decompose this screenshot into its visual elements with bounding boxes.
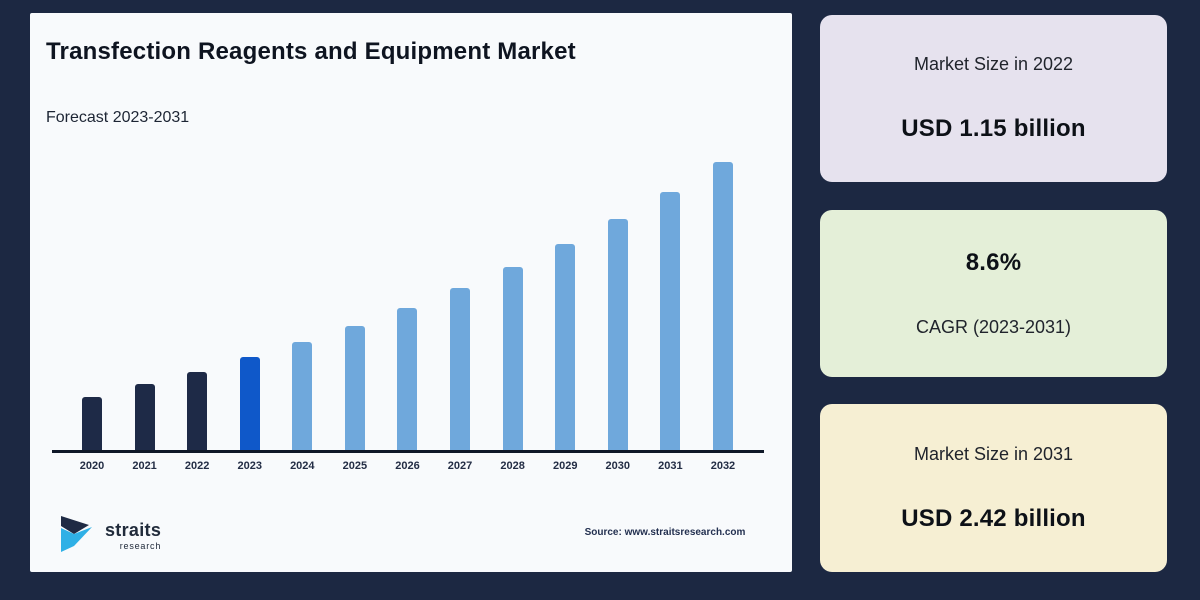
- logo-wordmark: straits research: [105, 521, 161, 551]
- x-axis-labels: 2020 2021 2022 2023 2024 2025 2026 2027 2028 2029…: [30, 460, 792, 476]
- stat-label-cagr: CAGR (2023-2031): [915, 317, 1072, 337]
- x-axis-label-2024: 2024: [290, 460, 315, 472]
- x-axis-label-2025: 2025: [342, 460, 368, 472]
- bar-2032: [712, 162, 733, 451]
- bar-2022: [187, 372, 208, 451]
- bar-2026: [397, 308, 418, 451]
- bar-2020: [82, 397, 102, 451]
- bar-2031: [660, 192, 681, 451]
- x-axis-label-2023: 2023: [237, 460, 262, 472]
- x-axis-label-2030: 2030: [605, 460, 631, 472]
- chart-card: Transfection Reagents and Equipment Mark…: [30, 13, 792, 572]
- bar-2028: [502, 267, 523, 451]
- straits-logo: straits research: [58, 513, 161, 558]
- stat-label-2031: Market Size in 2031: [913, 443, 1074, 464]
- logo-name-text: straits: [105, 519, 162, 540]
- bar-2025: [344, 326, 365, 451]
- x-axis-label-2028: 2028: [500, 460, 525, 472]
- stat-card-cagr: 8.6% CAGR (2023-2031): [820, 210, 1167, 377]
- x-axis-label-2027: 2027: [447, 460, 473, 472]
- source-text: Source: www.straitsresearch.com: [584, 527, 746, 538]
- bar-2030: [607, 219, 628, 451]
- x-axis-label-2021: 2021: [132, 460, 157, 472]
- straits-logo-icon: [58, 513, 100, 558]
- x-axis-label-2026: 2026: [395, 460, 420, 472]
- x-axis-label-2020: 2020: [79, 460, 105, 472]
- x-axis-label-2031: 2031: [658, 460, 683, 472]
- x-axis-label-2022: 2022: [184, 460, 210, 472]
- x-axis-line: [52, 450, 764, 453]
- stat-card-market-size-2031: Market Size in 2031 USD 2.42 billion: [820, 404, 1167, 572]
- bar-2021: [134, 384, 155, 451]
- forecast-subtitle: Forecast 2023-2031: [46, 109, 190, 126]
- bar-2029: [555, 244, 576, 451]
- bar-2024: [292, 342, 313, 451]
- bar-2023: [239, 357, 260, 451]
- bar-2027: [450, 288, 471, 451]
- stat-value-2022: USD 1.15 billion: [901, 115, 1086, 142]
- logo-sub-text: research: [119, 540, 162, 551]
- stat-label-2022: Market Size in 2022: [913, 54, 1074, 74]
- stat-card-market-size-2022: Market Size in 2022 USD 1.15 billion: [820, 15, 1167, 182]
- stat-value-2031: USD 2.42 billion: [901, 504, 1086, 532]
- stat-value-cagr: 8.6%: [965, 249, 1022, 276]
- bar-plot: [30, 13, 792, 451]
- x-axis-label-2029: 2029: [552, 460, 578, 472]
- x-axis-label-2032: 2032: [710, 460, 736, 472]
- page-title: Transfection Reagents and Equipment Mark…: [46, 38, 576, 65]
